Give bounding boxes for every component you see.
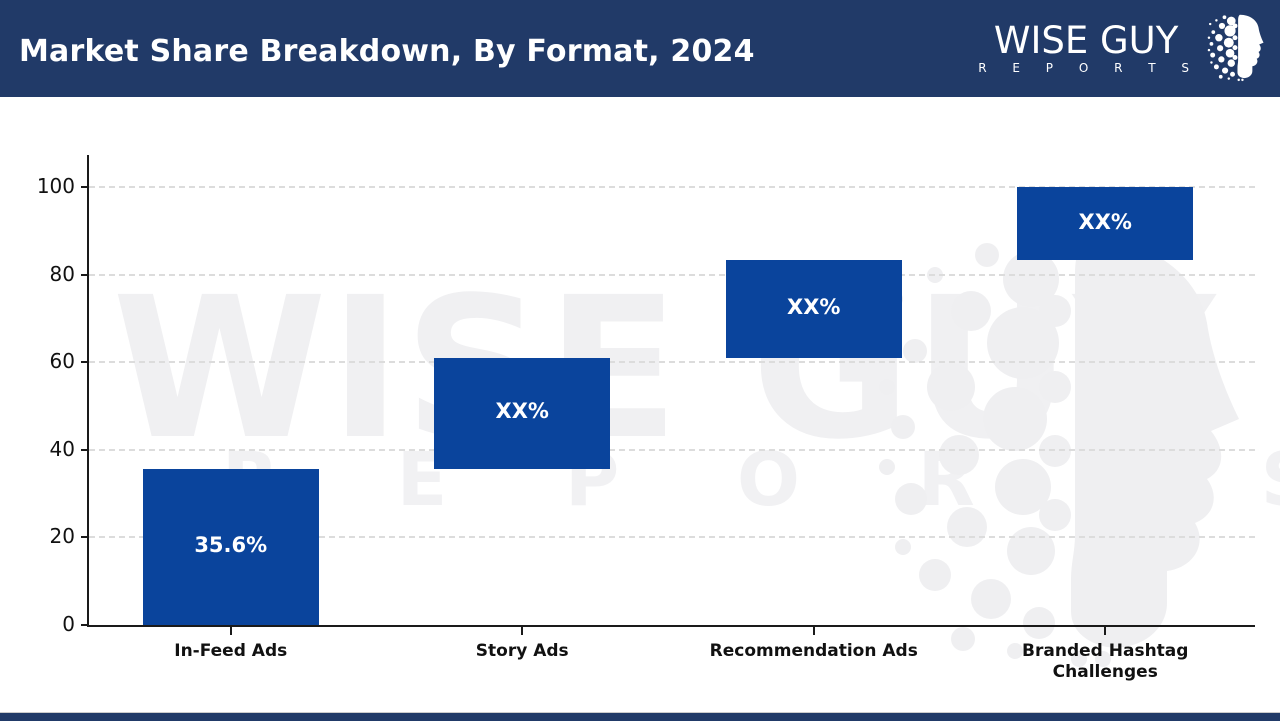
y-tick-mark [81,186,89,188]
y-tick-mark [81,361,89,364]
gridline [89,536,1255,539]
y-tick-label: 60 [49,349,75,374]
wiseguy-head-icon [1207,14,1264,82]
gridline [89,448,1255,451]
x-category-label: Recommendation Ads [709,641,918,661]
x-tick-mark [521,627,524,635]
brand-logo-text: WISE GUY R E P O R T S [972,19,1200,76]
brand-name: WISE GUY [993,19,1179,62]
footer-bar [0,712,1280,721]
y-tick-mark [81,624,89,626]
bar-value-label: XX% [787,294,841,319]
y-tick-mark [81,536,89,539]
bar-segment: XX% [725,260,902,358]
x-tick-mark [1104,627,1107,635]
bar-value-label: 35.6% [194,533,268,558]
gridline [89,273,1255,276]
x-category-label: Branded Hashtag Challenges [1022,641,1189,682]
bar-segment: 35.6% [142,469,319,625]
bar-segment: XX% [1017,187,1194,261]
gridline [89,361,1255,364]
y-tick-label: 100 [36,174,75,198]
x-category-label: Story Ads [475,641,569,661]
y-axis-line [87,155,89,627]
x-category-label: In-Feed Ads [174,641,288,661]
brand-subtitle: R E P O R T S [978,61,1200,75]
x-tick-mark [812,627,815,635]
x-axis-line [87,625,1255,627]
y-tick-label: 40 [49,436,75,461]
chart-plot-area: WISE GUY R E P O R T S 0 20 40 60 80 100 35.6%… [0,97,1280,712]
watermark-head-icon [879,239,1239,667]
y-tick-label: 0 [62,612,75,636]
header-bar: Market Share Breakdown, By Format, 2024 … [0,0,1280,97]
x-tick-mark [229,627,232,635]
bar-value-label: XX% [1078,209,1132,234]
bar-value-label: XX% [495,399,549,424]
y-tick-mark [81,448,89,451]
gridline [89,186,1255,188]
page-title: Market Share Breakdown, By Format, 2024 [19,34,755,69]
y-tick-label: 20 [49,524,75,549]
y-tick-mark [81,273,89,276]
brand-logo: WISE GUY R E P O R T S [978,0,1270,97]
bar-segment: XX% [434,357,611,470]
y-tick-label: 80 [49,261,75,286]
